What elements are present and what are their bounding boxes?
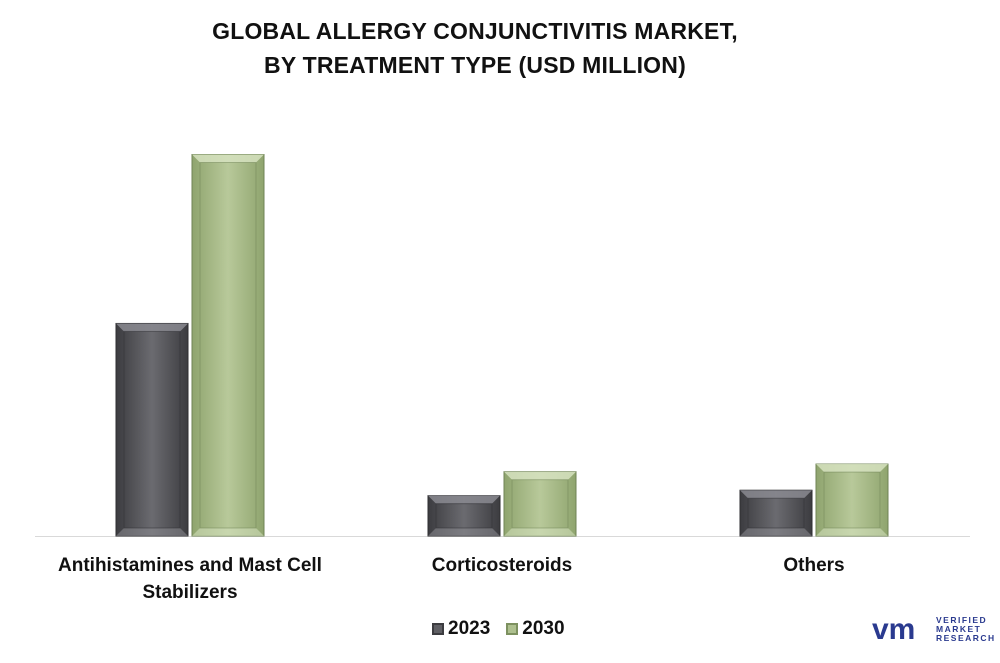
legend-swatch-2030 <box>506 623 519 635</box>
bar-2023-others <box>739 489 813 537</box>
logo-line-3: RESEARCH <box>936 632 996 643</box>
category-label-others: Others <box>644 552 984 579</box>
legend-swatch-2023 <box>432 623 444 635</box>
chart-title-line-2: BY TREATMENT TYPE (USD MILLION) <box>264 52 686 78</box>
category-label-line: Stabilizers <box>142 582 238 603</box>
bar-2023-corticosteroids <box>427 495 501 537</box>
category-label-line: Others <box>783 555 845 576</box>
logo-line-2: MARKET <box>936 623 982 634</box>
legend: 2023 2030 <box>432 618 581 640</box>
legend-item-2030: 2030 <box>506 618 565 640</box>
svg-text:vm: vm <box>872 615 915 643</box>
category-label-corticosteroids: Corticosteroids <box>332 552 672 579</box>
legend-item-2023: 2023 <box>432 618 490 640</box>
legend-label-2030: 2030 <box>522 618 565 639</box>
category-label-line: Antihistamines and Mast Cell <box>58 555 322 576</box>
category-label-antihistamines-and-mast-cell-stabilizers: Antihistamines and Mast Cell Stabilizers <box>20 552 360 606</box>
category-label-line: Corticosteroids <box>431 555 573 576</box>
chart-title-line-1: GLOBAL ALLERGY CONJUNCTIVITIS MARKET, <box>212 18 738 44</box>
logo-line-1: VERIFIED <box>936 614 988 625</box>
vmr-logo-icon: vm <box>872 615 915 643</box>
bar-2030-antihistamines-and-mast-cell-stabilizers <box>191 154 265 537</box>
verified-market-research-logo: vm VERIFIED MARKET RESEARCH <box>872 615 996 643</box>
bar-2030-corticosteroids <box>503 471 577 537</box>
legend-label-2023: 2023 <box>448 618 491 639</box>
bar-2030-others <box>815 463 889 537</box>
bar-2023-antihistamines-and-mast-cell-stabilizers <box>115 322 189 537</box>
